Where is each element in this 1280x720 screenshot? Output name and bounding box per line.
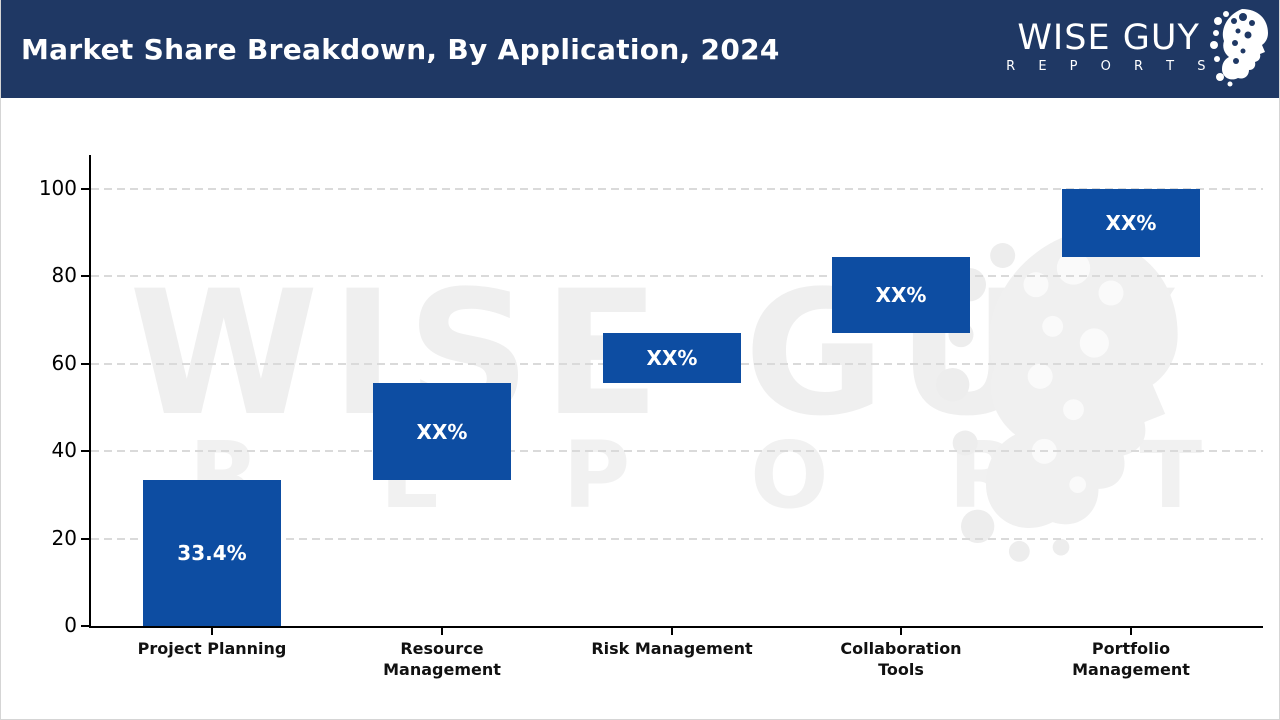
y-axis xyxy=(89,155,91,628)
x-category-label: Project Planning xyxy=(137,639,287,658)
y-tick xyxy=(81,450,89,453)
x-category-label: Portfolio Management xyxy=(1072,639,1190,679)
y-tick xyxy=(81,188,89,190)
y-tick-label: 20 xyxy=(51,525,77,550)
y-tick xyxy=(81,275,89,278)
bar: XX% xyxy=(373,383,511,481)
logo-face-icon xyxy=(1210,9,1268,87)
gridline xyxy=(91,450,1263,453)
logo-wordmark: WISE GUY xyxy=(1017,18,1200,58)
bar: 33.4% xyxy=(143,480,281,626)
bar: XX% xyxy=(1062,189,1200,258)
y-tick xyxy=(81,362,89,365)
x-axis xyxy=(89,626,1263,628)
y-tick xyxy=(81,625,89,627)
y-tick-label: 40 xyxy=(51,438,77,463)
x-category-label: Collaboration Tools xyxy=(840,639,962,679)
y-tick-label: 80 xyxy=(51,263,77,288)
bar: XX% xyxy=(603,333,741,384)
gridline xyxy=(91,275,1263,278)
x-tick xyxy=(211,628,213,635)
y-tick-label: 60 xyxy=(51,350,77,375)
bar-value-label: XX% xyxy=(1105,211,1157,236)
bar-value-label: 33.4% xyxy=(177,541,247,565)
x-tick xyxy=(671,628,673,635)
page-title: Market Share Breakdown, By Application, … xyxy=(21,32,780,66)
x-category-label: Risk Management xyxy=(591,639,753,658)
bar-value-label: XX% xyxy=(875,283,927,308)
bar: XX% xyxy=(832,257,970,334)
bar-value-label: XX% xyxy=(646,346,698,371)
logo: WISE GUY R E P O R T S xyxy=(1002,7,1271,87)
y-tick-label: 0 xyxy=(64,613,77,637)
x-category-label: Resource Management xyxy=(383,639,501,679)
x-tick xyxy=(1130,628,1132,635)
y-tick xyxy=(81,537,89,540)
gridline xyxy=(91,188,1263,190)
bar-value-label: XX% xyxy=(416,419,468,444)
header: Market Share Breakdown, By Application, … xyxy=(1,0,1279,98)
y-tick-label: 100 xyxy=(38,176,77,200)
gridline xyxy=(91,537,1263,540)
x-tick xyxy=(441,628,443,635)
x-tick xyxy=(900,628,902,635)
logo-reports-label: R E P O R T S xyxy=(1006,59,1215,74)
